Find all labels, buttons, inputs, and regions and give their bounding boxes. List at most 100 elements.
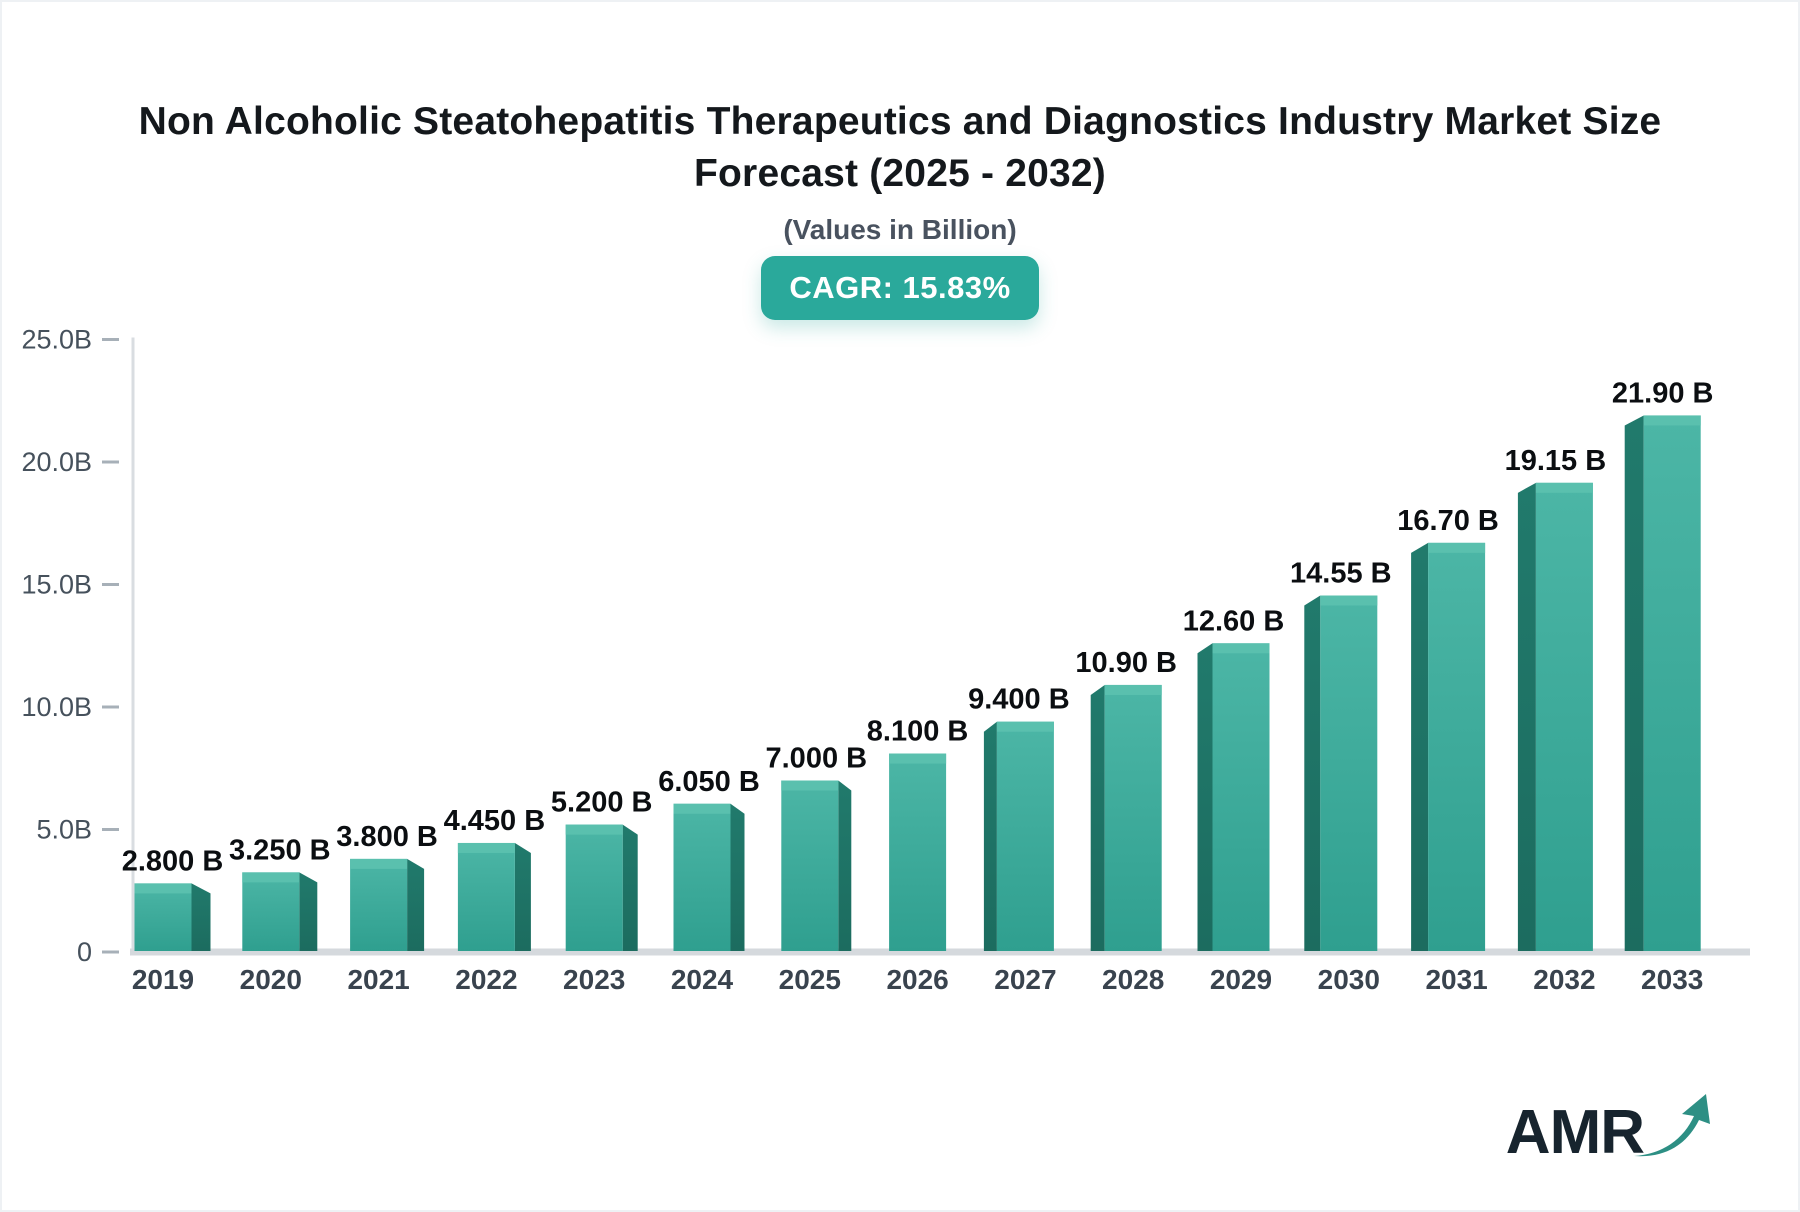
bar-value-label: 3.800 B <box>336 821 438 853</box>
bar-top-face <box>889 753 947 764</box>
bar-side-face <box>838 780 852 951</box>
bar-top-face <box>457 842 515 853</box>
bar-2022[interactable]: 4.450 B 2022 <box>444 805 546 995</box>
bar-value-label: 4.450 B <box>444 805 546 837</box>
x-axis-label-2028: 2028 <box>1102 964 1164 995</box>
bar-front-face <box>1535 482 1593 951</box>
bar-side-face <box>983 721 997 951</box>
bar-value-label: 9.400 B <box>968 684 1070 716</box>
bar-value-label: 5.200 B <box>551 787 653 819</box>
x-axis-label-2025: 2025 <box>779 964 841 995</box>
bar-top-face <box>565 824 623 835</box>
y-axis-label: 15.0B <box>21 570 92 600</box>
y-axis-label: 20.0B <box>21 447 92 477</box>
bar-side-face <box>1411 542 1429 951</box>
bar-2033[interactable]: 21.90 B 2033 <box>1612 377 1714 995</box>
trend-arrow-icon <box>1634 1094 1710 1157</box>
bar-2023[interactable]: 5.200 B 2023 <box>551 787 653 995</box>
x-axis-label-2026: 2026 <box>886 964 948 995</box>
bar-top-face <box>350 858 408 869</box>
bar-front-face <box>1428 542 1486 951</box>
bar-value-label: 16.70 B <box>1397 505 1499 537</box>
bar-2024[interactable]: 6.050 B 2024 <box>658 766 760 995</box>
amr-logo-text: AMR <box>1505 1098 1645 1167</box>
bar-value-label: 21.90 B <box>1612 377 1714 409</box>
x-axis-label-2023: 2023 <box>563 964 625 995</box>
cagr-badge: CAGR: 15.83% <box>761 256 1039 320</box>
bar-value-label: 8.100 B <box>867 716 969 748</box>
bar-2031[interactable]: 16.70 B 2031 <box>1397 505 1499 995</box>
y-axis-label: 10.0B <box>21 692 92 722</box>
bar-value-label: 14.55 B <box>1290 558 1392 590</box>
bar-top-face <box>134 883 192 894</box>
amr-logo: AMR <box>1506 1090 1716 1164</box>
bar-front-face <box>1104 684 1162 951</box>
x-axis-label-2030: 2030 <box>1318 964 1380 995</box>
bar-2030[interactable]: 14.55 B 2030 <box>1290 558 1392 995</box>
bar-side-face <box>1624 415 1644 951</box>
x-axis-label-2024: 2024 <box>671 964 734 995</box>
x-axis-label-2027: 2027 <box>994 964 1056 995</box>
bar-top-face <box>1643 415 1701 426</box>
bar-side-face <box>1197 643 1213 951</box>
bar-side-face <box>1090 684 1105 951</box>
y-axis: 0 5.0B 10.0B 15.0B 20.0B 25.0B <box>21 325 1750 967</box>
bar-front-face <box>1643 415 1701 951</box>
bar-value-label: 19.15 B <box>1505 445 1607 477</box>
y-axis-label: 0 <box>77 937 92 967</box>
bar-front-face <box>673 803 731 951</box>
bar-2026[interactable]: 8.100 B 2026 <box>867 716 969 995</box>
chart-title: Non Alcoholic Steatohepatitis Therapeuti… <box>120 96 1680 200</box>
x-axis-label-2022: 2022 <box>455 964 517 995</box>
chart-header: Non Alcoholic Steatohepatitis Therapeuti… <box>2 2 1798 320</box>
bar-value-label: 12.60 B <box>1183 605 1285 637</box>
bar-top-face <box>1428 542 1486 553</box>
bar-2025[interactable]: 7.000 B 2025 <box>766 743 868 996</box>
bar-top-face <box>1320 595 1378 606</box>
x-axis-label-2033: 2033 <box>1641 964 1703 995</box>
bar-front-face <box>889 753 947 951</box>
bar-side-face <box>730 803 745 951</box>
x-axis-label-2029: 2029 <box>1210 964 1272 995</box>
x-axis-label-2031: 2031 <box>1425 964 1487 995</box>
bar-side-face <box>514 842 531 951</box>
chart-title-line2: Forecast (2025 - 2032) <box>694 152 1106 195</box>
x-axis-label-2032: 2032 <box>1533 964 1595 995</box>
y-axis-label: 5.0B <box>36 815 92 845</box>
bar-top-face <box>673 803 731 814</box>
bar-value-label: 6.050 B <box>658 766 760 798</box>
bar-front-face <box>1212 643 1270 951</box>
bar-value-label: 3.250 B <box>229 834 331 866</box>
bar-top-face <box>1212 643 1270 654</box>
bar-side-face <box>191 883 211 951</box>
bar-2032[interactable]: 19.15 B 2032 <box>1505 445 1607 995</box>
bar-front-face <box>996 721 1054 951</box>
bar-front-face <box>134 883 192 951</box>
bar-2020[interactable]: 3.250 B 2020 <box>229 834 331 995</box>
bar-2019[interactable]: 2.800 B 2019 <box>122 845 224 995</box>
x-axis-label-2019: 2019 <box>132 964 194 995</box>
bar-2028[interactable]: 10.90 B 2028 <box>1075 647 1177 995</box>
bar-front-face <box>457 842 515 951</box>
y-axis-label: 25.0B <box>21 325 92 355</box>
bar-side-face <box>1517 482 1536 951</box>
bar-side-face <box>622 824 638 951</box>
bar-top-face <box>242 872 300 883</box>
bar-side-face <box>407 858 425 951</box>
chart-title-line1: Non Alcoholic Steatohepatitis Therapeuti… <box>138 100 1662 143</box>
bar-side-face <box>299 872 318 951</box>
bar-front-face <box>781 780 839 951</box>
bar-top-face <box>1104 684 1162 695</box>
bar-2021[interactable]: 3.800 B 2021 <box>336 821 438 995</box>
bar-front-face <box>1320 595 1378 951</box>
chart-area: 0 5.0B 10.0B 15.0B 20.0B 25.0B 2.800 B 2019 3.25… <box>2 282 1798 1022</box>
x-axis-label-2021: 2021 <box>347 964 409 995</box>
bar-front-face <box>565 824 623 951</box>
bar-value-label: 10.90 B <box>1075 647 1177 679</box>
bar-2027[interactable]: 9.400 B 2027 <box>968 684 1070 995</box>
bar-top-face <box>996 721 1054 732</box>
bar-2029[interactable]: 12.60 B 2029 <box>1183 605 1285 995</box>
bar-value-label: 7.000 B <box>766 743 868 775</box>
bar-top-face <box>1535 482 1593 493</box>
